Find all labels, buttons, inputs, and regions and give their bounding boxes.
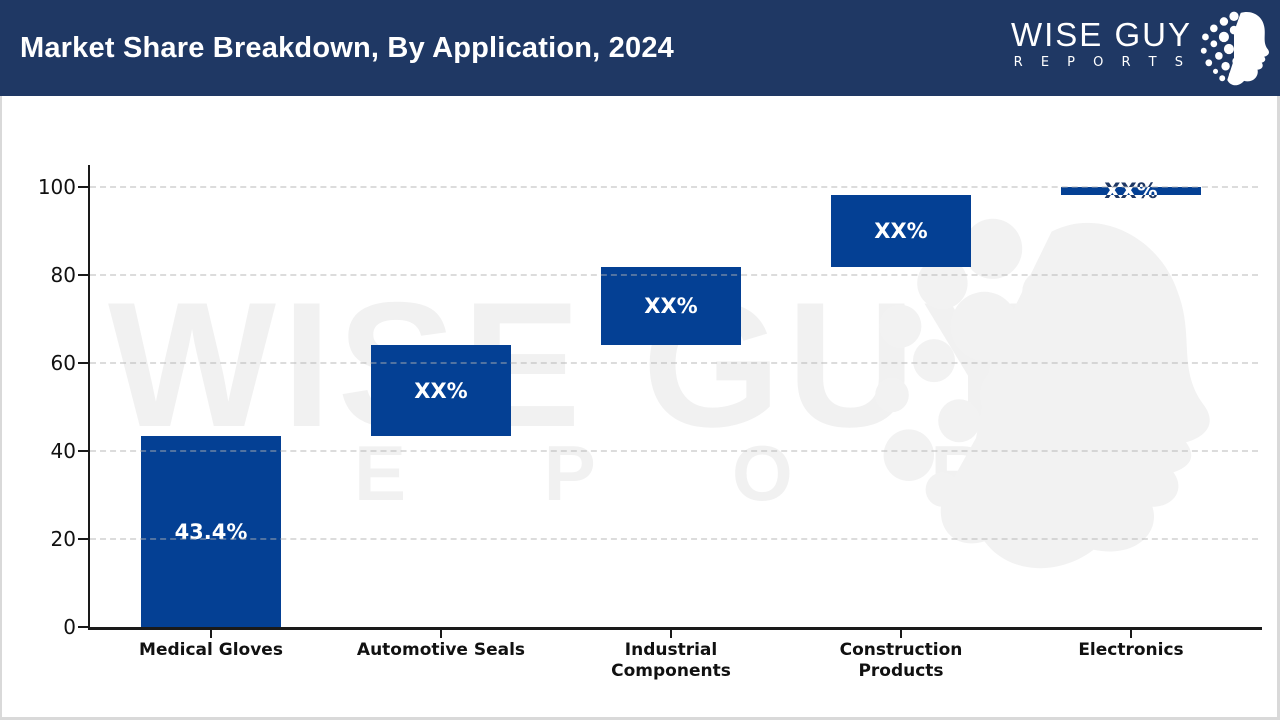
y-axis-tick-mark xyxy=(78,362,88,364)
x-axis-category-label: Automotive Seals xyxy=(356,640,526,660)
header-bar: Market Share Breakdown, By Application, … xyxy=(0,0,1280,96)
x-axis-line xyxy=(88,627,1262,630)
page-title: Market Share Breakdown, By Application, … xyxy=(20,31,674,64)
x-axis-tick-mark xyxy=(1130,630,1132,638)
x-axis-category-label: Medical Gloves xyxy=(139,640,283,660)
y-axis-tick-mark xyxy=(78,538,88,540)
watermark-face-icon xyxy=(875,218,1210,569)
waterfall-bar: XX% xyxy=(371,345,511,437)
bar-value-label: XX% xyxy=(874,218,928,243)
x-axis-category-label: Electronics xyxy=(1078,640,1184,660)
watermark-brand-text: WISE GUY xyxy=(108,265,1047,464)
bar-value-label: XX% xyxy=(1061,187,1201,195)
horizontal-gridline xyxy=(90,186,1258,188)
bar-value-label: XX% xyxy=(644,294,698,319)
waterfall-bar: 43.4% xyxy=(141,436,281,627)
logo-subtitle: R E P O R T S xyxy=(1013,55,1190,70)
horizontal-gridline xyxy=(90,362,1258,364)
logo-face-icon xyxy=(1200,11,1269,86)
y-axis-tick-label: 40 xyxy=(50,439,76,463)
horizontal-gridline xyxy=(90,450,1258,452)
waterfall-bar: XX% xyxy=(1061,187,1201,195)
y-axis-tick-label: 60 xyxy=(50,351,76,375)
bar-value-label: XX% xyxy=(414,378,468,403)
x-axis-category-label: Industrial Components xyxy=(611,640,731,681)
y-axis-line xyxy=(88,165,90,629)
y-axis-tick-mark xyxy=(78,186,88,188)
x-axis-tick-mark xyxy=(670,630,672,638)
x-axis-tick-mark xyxy=(440,630,442,638)
y-axis-tick-mark xyxy=(78,626,88,628)
waterfall-bar: XX% xyxy=(601,267,741,346)
horizontal-gridline xyxy=(90,538,1258,540)
frame-border-right xyxy=(1277,96,1280,720)
logo-wordmark: WISE GUY xyxy=(1010,16,1192,53)
y-axis-tick-label: 100 xyxy=(37,175,76,199)
x-axis-tick-mark xyxy=(900,630,902,638)
x-axis-category-label: Construction Products xyxy=(839,640,963,681)
frame-border-bottom xyxy=(0,717,1280,720)
y-axis-tick-mark xyxy=(78,274,88,276)
bar-value-label: 43.4% xyxy=(174,519,248,544)
y-axis-tick-mark xyxy=(78,450,88,452)
frame-border-left xyxy=(0,96,2,720)
horizontal-gridline xyxy=(90,274,1258,276)
y-axis-tick-label: 0 xyxy=(63,615,76,639)
x-axis-tick-mark xyxy=(210,630,212,638)
waterfall-bar: XX% xyxy=(831,194,971,268)
y-axis-tick-label: 80 xyxy=(50,263,76,287)
brand-logo: WISE GUY R E P O R T S xyxy=(1011,16,1192,72)
y-axis-tick-label: 20 xyxy=(50,527,76,551)
